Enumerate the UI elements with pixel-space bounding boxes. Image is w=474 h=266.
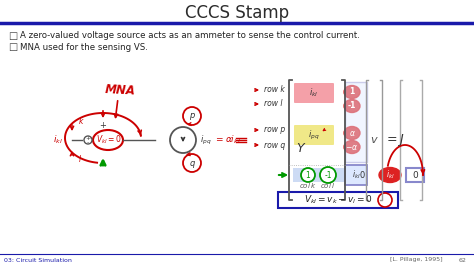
Text: 0: 0	[359, 171, 365, 180]
Text: $-\alpha$: $-\alpha$	[346, 143, 359, 152]
Text: 03: Circuit Simulation: 03: Circuit Simulation	[4, 257, 72, 263]
Text: $col\,k$: $col\,k$	[299, 181, 317, 190]
Text: row l: row l	[264, 99, 283, 109]
FancyBboxPatch shape	[345, 82, 367, 162]
Text: -: -	[87, 140, 89, 146]
Text: 1: 1	[306, 171, 310, 180]
Text: q: q	[189, 159, 195, 168]
FancyBboxPatch shape	[293, 168, 365, 182]
Text: $=   J$: $= J$	[383, 132, 404, 148]
Text: $V_{kl} = v_k - v_l = 0$: $V_{kl} = v_k - v_l = 0$	[304, 194, 372, 206]
FancyBboxPatch shape	[406, 168, 424, 182]
Text: CCCS Stamp: CCCS Stamp	[185, 4, 289, 22]
Text: row q: row q	[264, 140, 285, 149]
Text: □: □	[8, 31, 17, 41]
Text: MNA used for the sensing VS.: MNA used for the sensing VS.	[20, 43, 148, 52]
Ellipse shape	[344, 127, 360, 139]
Circle shape	[84, 136, 92, 144]
Text: +: +	[85, 136, 91, 142]
Text: Y: Y	[296, 142, 304, 155]
Circle shape	[320, 167, 336, 183]
Text: p: p	[189, 111, 195, 120]
Text: $V_{kl}=0$: $V_{kl}=0$	[96, 134, 122, 146]
Text: $i_{kl}$: $i_{kl}$	[386, 169, 394, 181]
Text: $l$: $l$	[78, 152, 82, 164]
FancyBboxPatch shape	[294, 125, 334, 145]
Text: $v$: $v$	[370, 135, 378, 145]
Text: -1: -1	[324, 171, 332, 180]
Text: -1: -1	[348, 102, 356, 110]
Circle shape	[301, 168, 315, 182]
Text: row p: row p	[264, 126, 285, 135]
FancyBboxPatch shape	[294, 83, 334, 103]
Text: $i_{pq}$: $i_{pq}$	[200, 134, 211, 147]
Text: +: +	[100, 122, 107, 131]
Text: MNA: MNA	[104, 83, 136, 97]
Ellipse shape	[344, 99, 360, 113]
Ellipse shape	[344, 140, 360, 153]
Text: □: □	[8, 42, 17, 52]
Text: [L. Pillage, 1995]: [L. Pillage, 1995]	[390, 257, 443, 263]
Ellipse shape	[344, 85, 360, 98]
FancyBboxPatch shape	[345, 165, 367, 185]
Text: $i_{kl}$: $i_{kl}$	[53, 134, 63, 146]
Ellipse shape	[379, 168, 401, 182]
Text: $i_{kl}$: $i_{kl}$	[310, 87, 319, 99]
FancyBboxPatch shape	[278, 192, 398, 208]
Text: $col\,l$: $col\,l$	[320, 181, 336, 190]
Text: $i_{kl}$: $i_{kl}$	[352, 169, 360, 181]
Text: $=\alpha i_{kl}$: $=\alpha i_{kl}$	[214, 134, 241, 146]
Text: 0: 0	[412, 171, 418, 180]
Text: $\alpha$: $\alpha$	[348, 128, 356, 138]
Text: A zero-valued voltage source acts as an ammeter to sense the control current.: A zero-valued voltage source acts as an …	[20, 31, 360, 40]
Text: row k: row k	[264, 85, 285, 94]
Text: 62: 62	[459, 257, 467, 263]
Text: $k$: $k$	[78, 115, 85, 127]
Text: 1: 1	[349, 88, 355, 97]
Text: $i_{pq}$: $i_{pq}$	[308, 128, 320, 142]
